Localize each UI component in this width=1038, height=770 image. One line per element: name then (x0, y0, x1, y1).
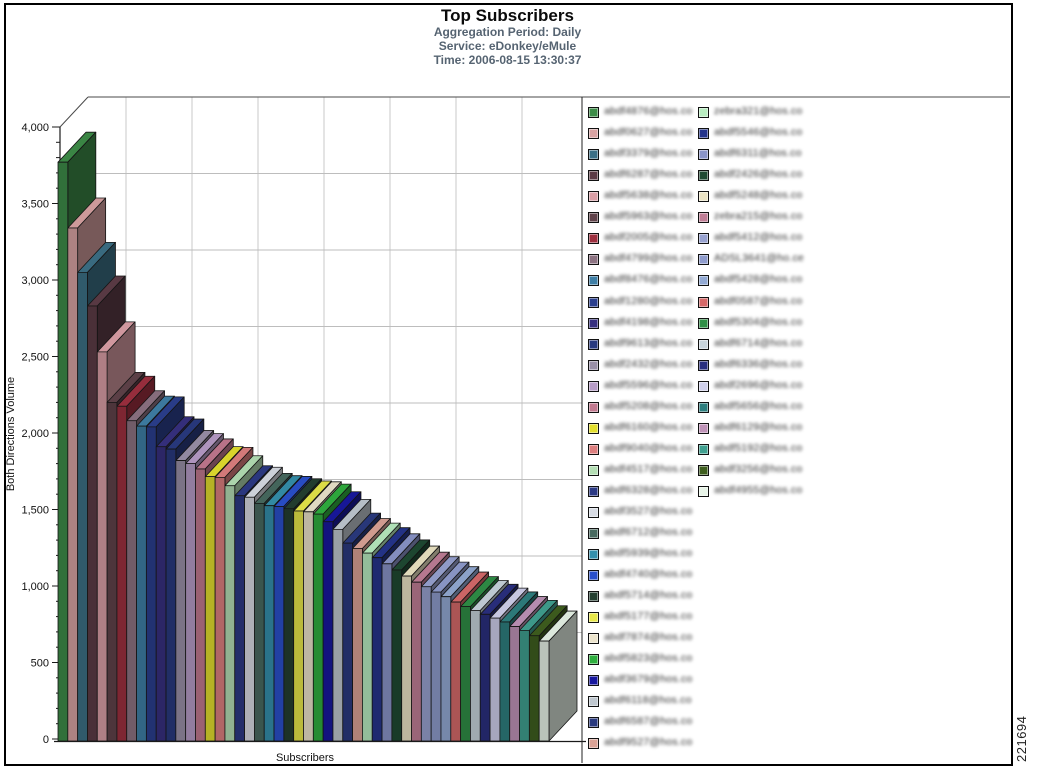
y-tick-label: 3,000 (21, 275, 49, 287)
y-tick-label: 0 (43, 734, 49, 746)
y-tick-label: 1,000 (21, 581, 49, 593)
y-tick-label: 3,500 (21, 199, 49, 211)
subtitle-service: Service: eDonkey/eMule (438, 39, 577, 53)
y-tick-label: 500 (31, 658, 49, 670)
subtitle-aggregation-period: Aggregation Period: Daily (433, 25, 582, 39)
title-block: Top Subscribers Aggregation Period: Dail… (4, 6, 1011, 67)
tick-labels: 0 500 1,000 1,500 2,000 2,500 3,000 3,500 4,000 (21, 122, 49, 746)
y-tick-label: 4,000 (21, 122, 49, 134)
chart-title: Top Subscribers (441, 6, 574, 25)
bars (57, 131, 578, 742)
y-tick-label: 2,500 (21, 352, 49, 364)
y-tick-label: 2,000 (21, 428, 49, 440)
y-axis-label: Both Directions Volume (5, 377, 17, 491)
figure-number: 221694 (1014, 715, 1029, 762)
frame-lines (54, 97, 586, 763)
subtitle-time: Time: 2006-08-15 13:30:37 (433, 53, 582, 67)
x-axis-label: Subscribers (276, 752, 335, 764)
y-tick-label: 1,500 (21, 505, 49, 517)
bar-subscriber-50 (538, 610, 578, 742)
